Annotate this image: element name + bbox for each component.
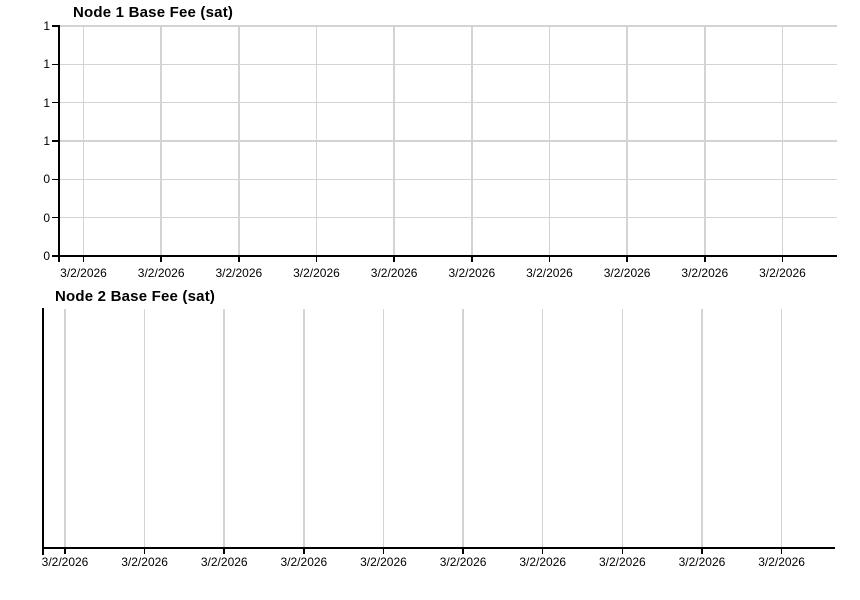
gridline-horizontal — [60, 25, 837, 27]
gridline-horizontal — [60, 178, 837, 181]
x-tick-label: 3/2/2026 — [293, 266, 340, 280]
x-tick-mark — [780, 549, 783, 554]
x-tick-mark — [701, 549, 703, 554]
x-tick-mark — [382, 549, 385, 554]
gridline-vertical — [238, 26, 240, 256]
x-tick-mark — [462, 549, 464, 554]
x-tick-label: 3/2/2026 — [526, 266, 573, 280]
x-tick-mark — [541, 549, 544, 554]
x-tick-mark — [621, 549, 624, 554]
y-tick-mark — [52, 178, 58, 181]
chart-title-node2: Node 2 Base Fee (sat) — [55, 288, 216, 305]
gridline-vertical — [462, 309, 464, 548]
x-tick-mark — [238, 257, 240, 262]
y-tick-mark — [52, 255, 58, 257]
gridline-vertical — [393, 26, 395, 256]
gridline-horizontal — [60, 216, 837, 219]
gridline-vertical — [315, 26, 318, 256]
x-axis-line — [58, 255, 837, 257]
gridline-vertical — [548, 26, 551, 256]
gridline-vertical — [471, 26, 473, 256]
gridline-vertical — [541, 309, 544, 548]
y-tick-label: 0 — [43, 249, 50, 263]
x-tick-mark — [223, 549, 225, 554]
x-tick-label: 3/2/2026 — [60, 266, 107, 280]
x-tick-label: 3/2/2026 — [370, 266, 418, 280]
x-tick-label: 3/2/2026 — [439, 555, 487, 569]
y-tick-label: 0 — [43, 172, 50, 187]
y-tick-mark — [52, 25, 58, 27]
x-tick-label: 3/2/2026 — [280, 555, 328, 569]
x-tick-label: 3/2/2026 — [681, 266, 729, 280]
x-tick-label: 3/2/2026 — [200, 555, 248, 569]
gridline-vertical — [621, 309, 624, 548]
y-tick-mark — [52, 101, 58, 104]
gridline-vertical — [704, 26, 706, 256]
x-tick-label: 3/2/2026 — [603, 266, 651, 280]
x-tick-label: 3/2/2026 — [137, 266, 185, 280]
gridline-horizontal — [60, 140, 837, 142]
x-tick-label: 3/2/2026 — [360, 555, 407, 569]
x-tick-mark — [548, 257, 551, 262]
y-tick-label: 1 — [43, 19, 50, 33]
x-axis-line — [42, 547, 835, 549]
gridline-vertical — [626, 26, 628, 256]
x-tick-mark — [82, 257, 85, 262]
y-tick-label: 0 — [43, 210, 50, 225]
x-tick-mark — [626, 257, 628, 262]
gridline-horizontal — [60, 63, 837, 66]
x-tick-label: 3/2/2026 — [41, 555, 89, 569]
gridline-vertical — [781, 26, 784, 256]
x-tick-label: 3/2/2026 — [519, 555, 567, 569]
x-tick-mark — [315, 257, 318, 262]
x-tick-label: 3/2/2026 — [448, 266, 496, 280]
x-tick-mark — [143, 549, 146, 554]
gridline-vertical — [223, 309, 225, 548]
x-tick-label: 3/2/2026 — [759, 266, 806, 280]
y-axis-line — [42, 308, 44, 555]
gridline-vertical — [64, 309, 66, 548]
gridline-vertical — [382, 309, 385, 548]
x-tick-mark — [471, 257, 473, 262]
gridline-vertical — [82, 26, 85, 256]
x-tick-label: 3/2/2026 — [121, 555, 168, 569]
y-tick-mark — [52, 140, 58, 142]
y-tick-label: 1 — [43, 134, 50, 148]
gridline-vertical — [160, 26, 162, 256]
x-tick-label: 3/2/2026 — [758, 555, 805, 569]
x-tick-mark — [781, 257, 784, 262]
y-tick-label: 1 — [43, 95, 50, 110]
x-tick-label: 3/2/2026 — [678, 555, 726, 569]
chart-title-node1: Node 1 Base Fee (sat) — [73, 4, 234, 21]
x-tick-mark — [160, 257, 162, 262]
x-tick-mark — [64, 549, 66, 554]
x-tick-label: 3/2/2026 — [215, 266, 263, 280]
y-tick-mark — [52, 63, 58, 66]
x-tick-mark — [704, 257, 706, 262]
gridline-vertical — [701, 309, 703, 548]
gridline-vertical — [143, 309, 146, 548]
y-tick-label: 1 — [43, 57, 50, 72]
x-tick-label: 3/2/2026 — [598, 555, 646, 569]
y-tick-mark — [52, 216, 58, 219]
gridline-horizontal — [60, 101, 837, 104]
gridline-vertical — [303, 309, 305, 548]
x-tick-mark — [303, 549, 305, 554]
y-axis-line — [58, 25, 60, 262]
x-tick-mark — [393, 257, 395, 262]
gridline-vertical — [780, 309, 783, 548]
